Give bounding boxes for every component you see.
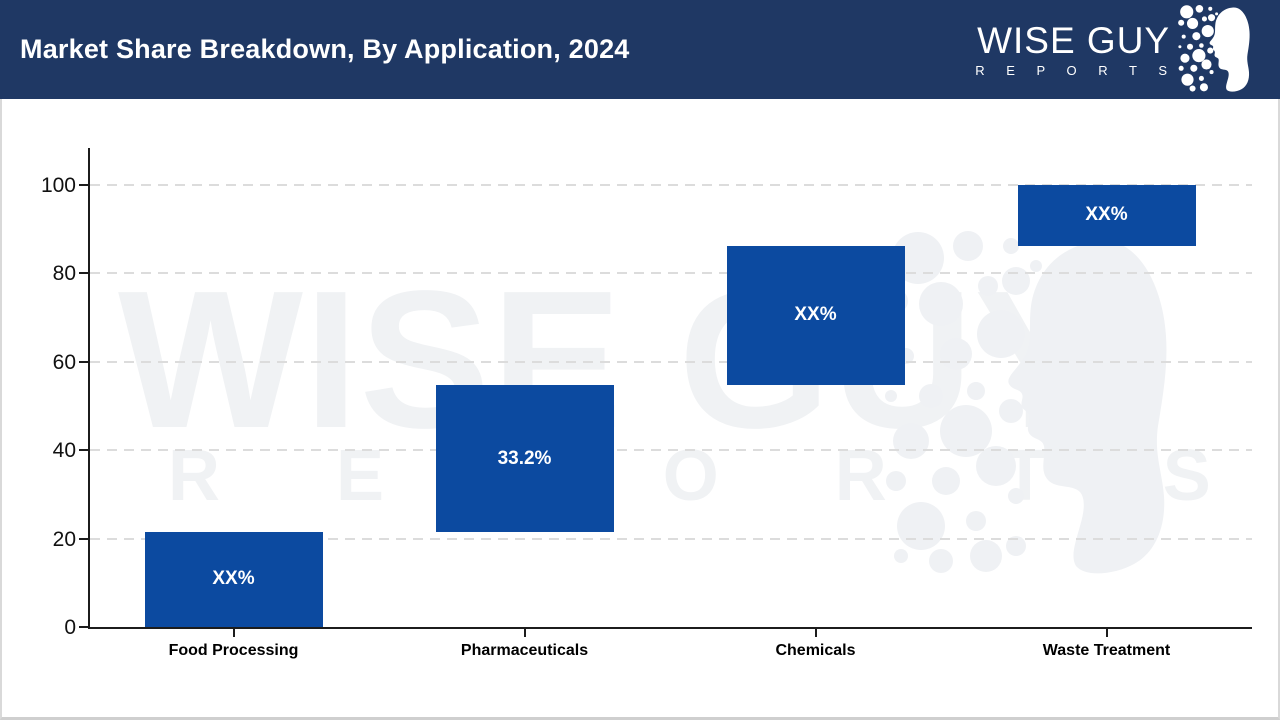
y-tick-mark — [79, 626, 88, 628]
watermark-subtext: R E P O R T S — [168, 436, 1259, 516]
y-tick-label: 20 — [52, 527, 76, 551]
gridline — [90, 449, 1252, 452]
bar: XX% — [1017, 185, 1196, 246]
y-axis-line — [88, 148, 90, 629]
logo-wordmark: WISE GUY — [977, 19, 1171, 61]
x-category-label: Waste Treatment — [1042, 642, 1171, 659]
bar-label: XX% — [1085, 204, 1128, 226]
face-watermark — [884, 231, 1167, 574]
y-tick-label: 0 — [64, 616, 76, 639]
x-tick-mark — [232, 629, 235, 637]
x-category-label: Chemicals — [775, 642, 856, 659]
gridline — [90, 184, 1252, 186]
y-tick-label: 40 — [52, 439, 76, 463]
gridline — [90, 537, 1252, 540]
x-tick-mark — [1105, 629, 1108, 637]
x-tick-mark — [523, 629, 526, 637]
x-category-label: Food Processing — [168, 642, 299, 659]
wiseguy-logo: WISE GUY R E P O R T S — [971, 2, 1266, 98]
bar-label: 33.2% — [497, 447, 552, 469]
header: Market Share Breakdown, By Application, … — [0, 0, 1280, 99]
x-category-label: Pharmaceuticals — [460, 642, 589, 659]
bar-label: XX% — [794, 304, 837, 326]
y-tick-label: 100 — [40, 174, 76, 197]
bar-label: XX% — [212, 568, 255, 590]
x-tick-mark — [814, 629, 817, 637]
bar: XX% — [726, 245, 905, 386]
y-tick-mark — [79, 360, 88, 363]
y-tick-mark — [79, 272, 88, 275]
bar: XX% — [144, 531, 323, 627]
page-title: Market Share Breakdown, By Application, … — [20, 34, 630, 64]
y-tick-mark — [79, 184, 88, 186]
gridline — [90, 272, 1252, 275]
logo-face-icon — [1178, 4, 1250, 92]
logo-text: WISE GUY R E P O R T S — [971, 22, 1176, 78]
y-tick-mark — [79, 537, 88, 540]
x-axis-line — [88, 627, 1252, 629]
y-tick-mark — [79, 449, 88, 452]
gridline — [90, 360, 1252, 363]
y-tick-label: 60 — [52, 350, 76, 374]
logo-subtext: R E P O R T S — [975, 62, 1176, 78]
y-tick-label: 80 — [52, 262, 76, 286]
bar: 33.2% — [435, 385, 614, 532]
